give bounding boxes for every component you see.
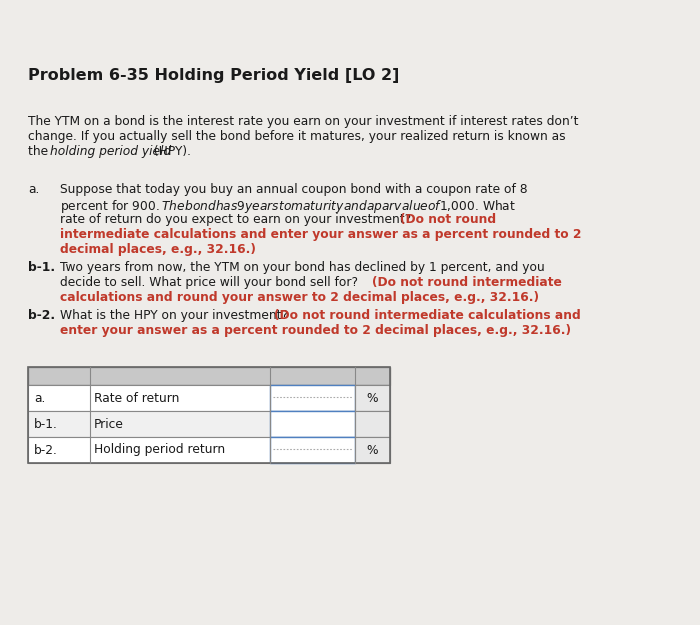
Text: Holding period return: Holding period return (94, 444, 225, 456)
Bar (28, 437, 390, 463)
Text: (HPY).: (HPY). (150, 145, 191, 158)
Text: percent for $900. The bond has 9 years to maturity and a par value of $1,000. Wh: percent for $900. The bond has 9 years t… (60, 198, 516, 215)
Text: %: % (367, 444, 378, 456)
Bar (270, 411, 355, 437)
Bar (270, 437, 355, 463)
Text: Two years from now, the YTM on your bond has declined by 1 percent, and you: Two years from now, the YTM on your bond… (60, 261, 545, 274)
Text: %: % (367, 391, 378, 404)
Text: b-1.: b-1. (28, 261, 55, 274)
Text: intermediate calculations and enter your answer as a percent rounded to 2: intermediate calculations and enter your… (60, 228, 582, 241)
Text: (Do not round intermediate: (Do not round intermediate (372, 276, 562, 289)
Text: (Do not round intermediate calculations and: (Do not round intermediate calculations … (274, 309, 581, 322)
Text: holding period yield: holding period yield (50, 145, 171, 158)
Bar (355, 437, 390, 463)
Text: enter your answer as a percent rounded to 2 decimal places, e.g., 32.16.): enter your answer as a percent rounded t… (60, 324, 571, 337)
Text: Rate of return: Rate of return (94, 391, 179, 404)
Text: b-2.: b-2. (34, 444, 58, 456)
Text: decimal places, e.g., 32.16.): decimal places, e.g., 32.16.) (60, 243, 256, 256)
Bar (28, 367, 390, 385)
Text: b-2.: b-2. (28, 309, 55, 322)
Text: The YTM on a bond is the interest rate you earn on your investment if interest r: The YTM on a bond is the interest rate y… (28, 115, 578, 128)
Text: Price: Price (94, 418, 124, 431)
Text: What is the HPY on your investment?: What is the HPY on your investment? (60, 309, 292, 322)
Text: the: the (28, 145, 52, 158)
Text: Problem 6-35 Holding Period Yield [LO 2]: Problem 6-35 Holding Period Yield [LO 2] (28, 68, 400, 83)
Bar (355, 385, 390, 411)
Bar (270, 385, 355, 411)
Text: rate of return do you expect to earn on your investment?: rate of return do you expect to earn on … (60, 213, 415, 226)
Bar (28, 411, 390, 437)
Text: decide to sell. What price will your bond sell for?: decide to sell. What price will your bon… (60, 276, 362, 289)
Text: Suppose that today you buy an annual coupon bond with a coupon rate of 8: Suppose that today you buy an annual cou… (60, 183, 528, 196)
Text: a.: a. (34, 391, 46, 404)
Bar (28, 385, 390, 411)
Text: b-1.: b-1. (34, 418, 58, 431)
Bar (28, 367, 390, 463)
Text: calculations and round your answer to 2 decimal places, e.g., 32.16.): calculations and round your answer to 2 … (60, 291, 539, 304)
Text: a.: a. (28, 183, 39, 196)
Text: change. If you actually sell the bond before it matures, your realized return is: change. If you actually sell the bond be… (28, 130, 566, 143)
Text: (Do not round: (Do not round (400, 213, 496, 226)
Bar (355, 411, 390, 437)
